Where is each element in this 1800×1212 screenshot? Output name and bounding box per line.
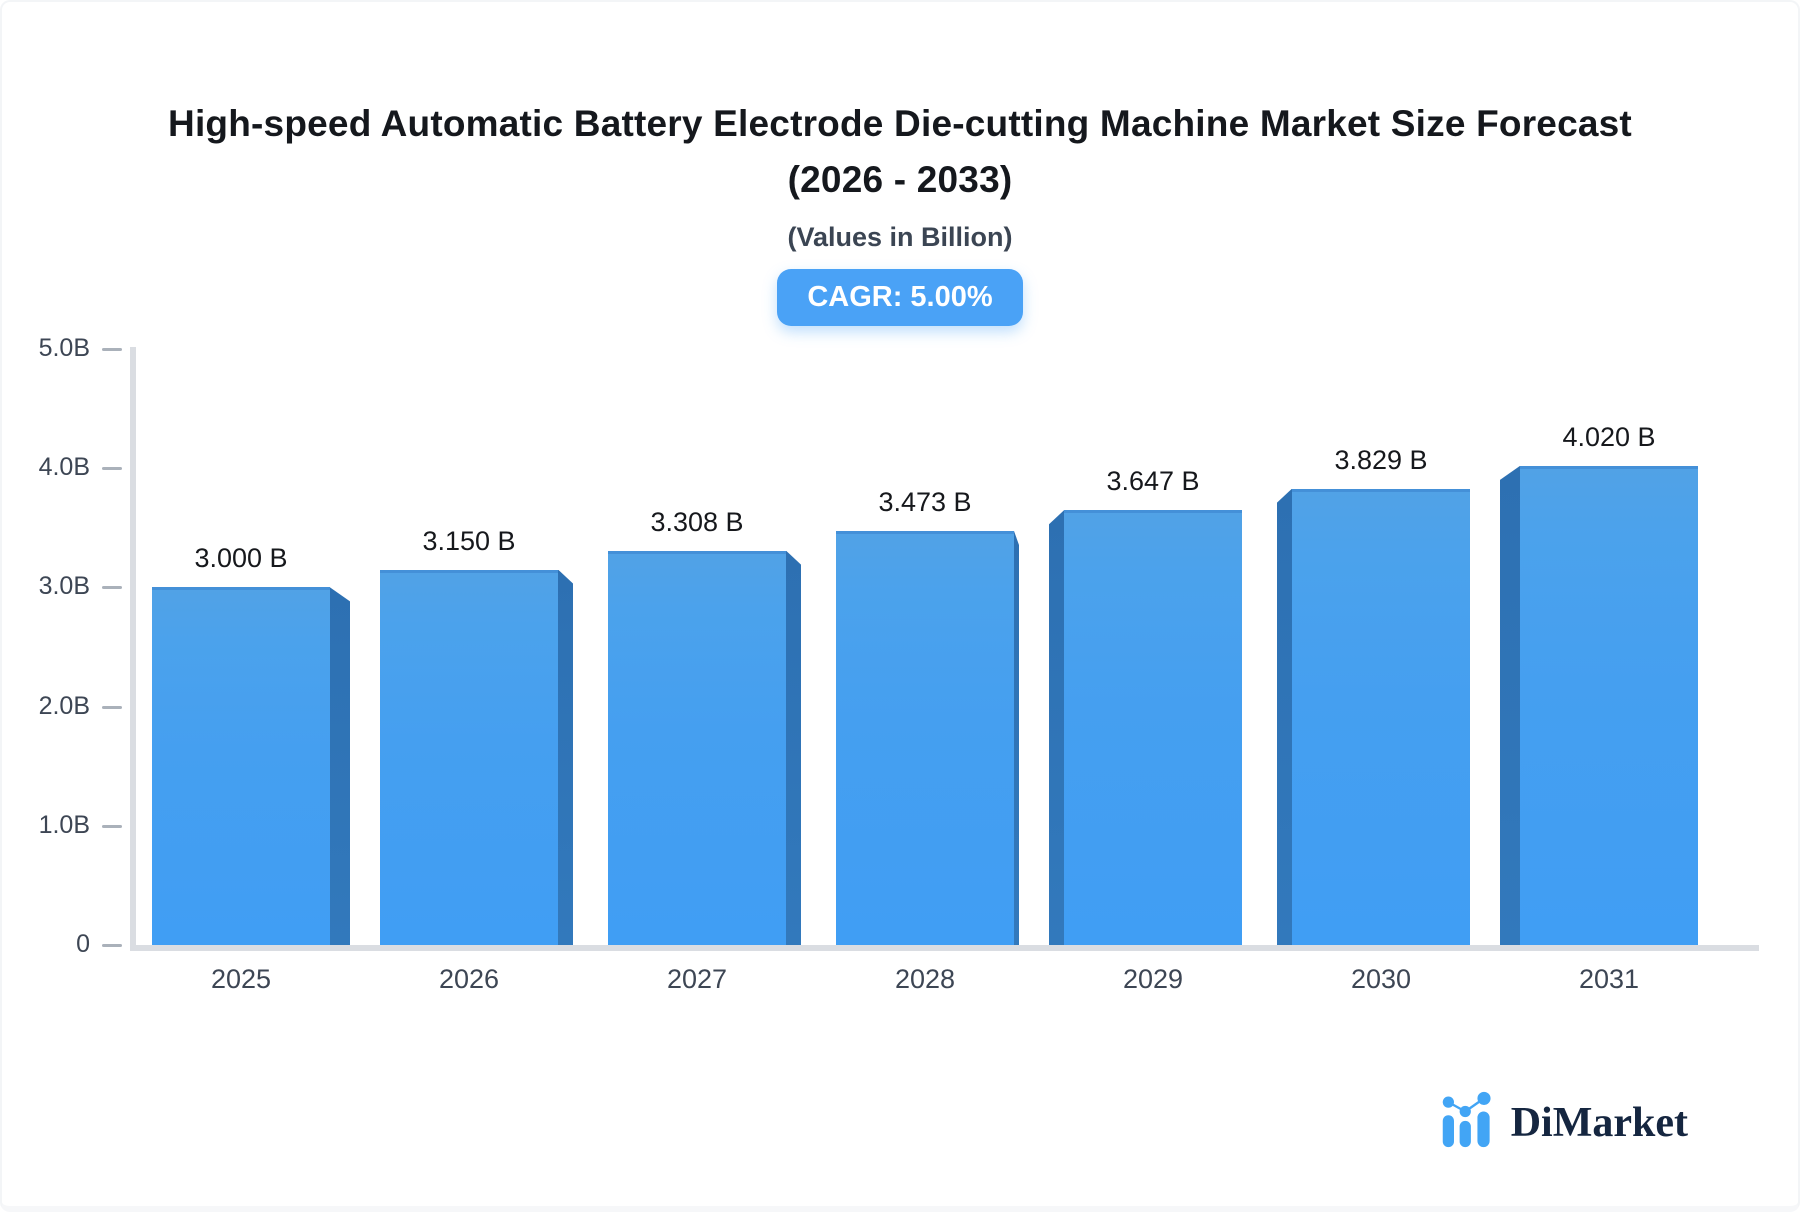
bar-value-label: 4.020 B — [1562, 421, 1656, 452]
bar-2031[interactable] — [1520, 465, 1698, 945]
bar-2029[interactable] — [1064, 510, 1242, 945]
bar-value-label: 3.473 B — [878, 487, 972, 518]
y-tick-mark — [102, 586, 122, 590]
bar-2025[interactable] — [152, 587, 330, 945]
bar-3d-side — [558, 569, 573, 945]
y-tick-mark — [102, 467, 122, 471]
bar-value-label: 3.150 B — [422, 525, 516, 556]
x-axis-label: 2030 — [1350, 964, 1412, 994]
chart-header: High-speed Automatic Battery Electrode D… — [2, 2, 1798, 326]
logo-text: DiMarket — [1510, 1100, 1688, 1146]
y-tick-label: 1.0B — [38, 810, 90, 839]
y-tick-label: 2.0B — [38, 691, 90, 720]
y-tick-label: 5.0B — [38, 334, 90, 362]
chart-title-line2: (2026 - 2033) — [787, 159, 1013, 200]
x-axis-label: 2027 — [666, 964, 728, 994]
bar-3d-side — [786, 550, 801, 945]
y-tick-mark — [102, 705, 122, 709]
chart-subtitle: (Values in Billion) — [787, 222, 1013, 252]
bar-3d-side — [1500, 465, 1520, 945]
bar-2027[interactable] — [608, 550, 786, 945]
x-axis-label: 2028 — [894, 964, 956, 994]
bar-value-label: 3.829 B — [1334, 444, 1428, 475]
y-tick-mark — [102, 824, 122, 828]
x-axis-label: 2026 — [438, 964, 500, 994]
bar-2028[interactable] — [836, 531, 1014, 945]
bar-3d-side — [1277, 488, 1292, 945]
bar-3d-side — [330, 587, 350, 945]
bar-3d-side — [1014, 531, 1019, 945]
cagr-badge: CAGR: 5.00% — [777, 269, 1023, 326]
y-axis-line — [130, 347, 136, 951]
chart-title-line1: High-speed Automatic Battery Electrode D… — [168, 103, 1632, 144]
bar-value-label: 3.000 B — [194, 543, 288, 574]
x-axis-label: 2031 — [1578, 964, 1640, 994]
bar-2030[interactable] — [1292, 488, 1470, 945]
bar-2026[interactable] — [380, 569, 558, 945]
y-tick-mark — [102, 348, 122, 351]
chart-title: High-speed Automatic Battery Electrode D… — [2, 96, 1798, 208]
x-axis-label: 2029 — [1122, 964, 1184, 994]
bar-value-label: 3.308 B — [650, 506, 744, 537]
bar-chart-logo-icon — [1442, 1091, 1491, 1148]
bar-value-label: 3.647 B — [1106, 466, 1200, 497]
y-tick-label: 4.0B — [38, 453, 90, 482]
y-tick-label: 0 — [76, 930, 90, 958]
y-tick-label: 3.0B — [38, 572, 90, 601]
dimarket-logo: DiMarket — [1439, 1090, 1688, 1148]
x-axis-line — [130, 945, 1759, 951]
bar-3d-side — [1049, 510, 1064, 945]
y-tick-mark — [102, 944, 122, 947]
x-axis-label: 2025 — [210, 964, 272, 994]
